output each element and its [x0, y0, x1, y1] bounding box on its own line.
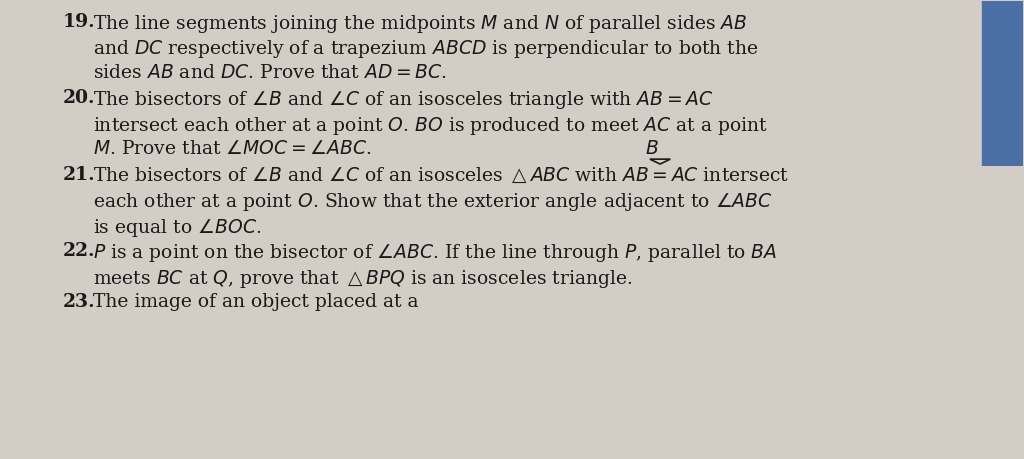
Text: intersect each other at a point $O$. $BO$ is produced to meet $AC$ at a point: intersect each other at a point $O$. $BO…: [93, 115, 768, 137]
Text: 22.: 22.: [62, 242, 95, 260]
Text: is equal to $\angle BOC$.: is equal to $\angle BOC$.: [93, 217, 261, 239]
Text: $P$ is a point on the bisector of $\angle ABC$. If the line through $P$, paralle: $P$ is a point on the bisector of $\angl…: [93, 242, 777, 264]
Text: $B$: $B$: [645, 140, 658, 158]
Text: 21.: 21.: [62, 166, 95, 184]
Text: The image of an object placed at a: The image of an object placed at a: [93, 293, 419, 311]
Text: The bisectors of $\angle B$ and $\angle C$ of an isosceles $\triangle ABC$ with : The bisectors of $\angle B$ and $\angle …: [93, 166, 790, 185]
Text: and $DC$ respectively of a trapezium $ABCD$ is perpendicular to both the: and $DC$ respectively of a trapezium $AB…: [93, 39, 759, 61]
Text: $M$. Prove that $\angle MOC = \angle ABC$.: $M$. Prove that $\angle MOC = \angle ABC…: [93, 140, 372, 158]
Text: 23.: 23.: [62, 293, 95, 311]
Text: The line segments joining the midpoints $M$ and $N$ of parallel sides $AB$: The line segments joining the midpoints …: [93, 13, 748, 35]
Text: each other at a point $O$. Show that the exterior angle adjacent to $\angle ABC$: each other at a point $O$. Show that the…: [93, 191, 773, 213]
Text: meets $BC$ at $Q$, prove that $\triangle BPQ$ is an isosceles triangle.: meets $BC$ at $Q$, prove that $\triangle…: [93, 268, 633, 290]
Bar: [982, 1, 1023, 166]
Text: sides $AB$ and $DC$. Prove that $AD = BC$.: sides $AB$ and $DC$. Prove that $AD = BC…: [93, 64, 447, 82]
Text: The bisectors of $\angle B$ and $\angle C$ of an isosceles triangle with $AB = A: The bisectors of $\angle B$ and $\angle …: [93, 90, 714, 111]
Text: 20.: 20.: [62, 90, 95, 107]
Text: 19.: 19.: [62, 13, 95, 31]
